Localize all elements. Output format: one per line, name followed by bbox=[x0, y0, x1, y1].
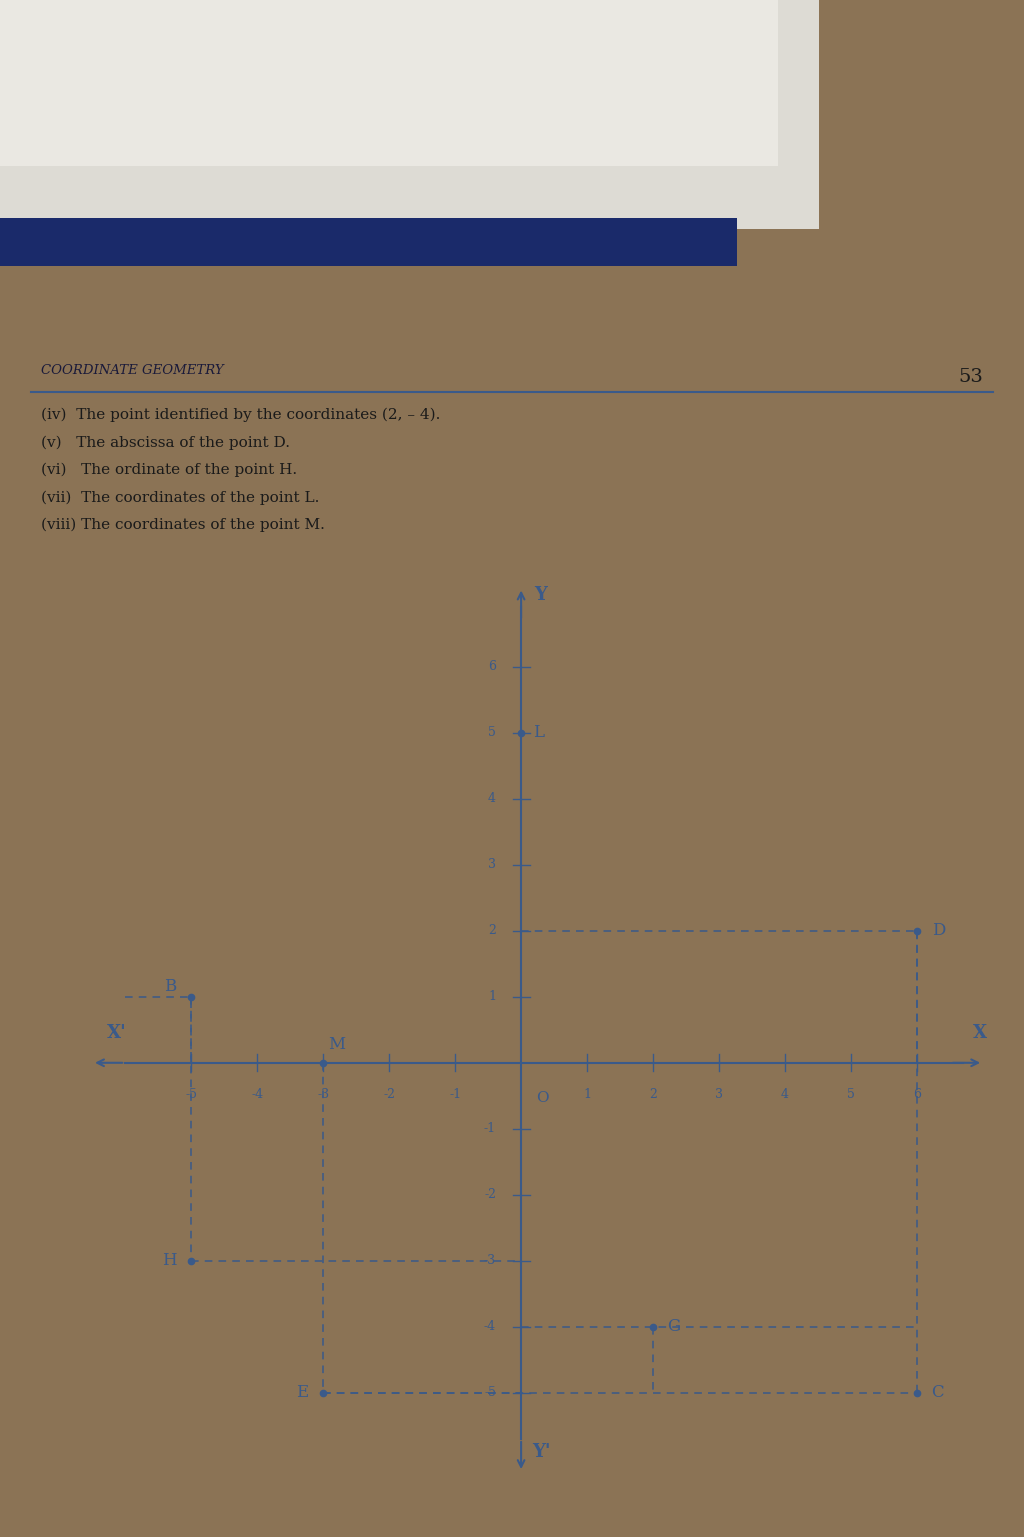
Text: -2: -2 bbox=[484, 1188, 496, 1202]
Text: Y: Y bbox=[535, 586, 548, 604]
Text: -3: -3 bbox=[317, 1088, 329, 1100]
Text: 4: 4 bbox=[488, 792, 496, 805]
Text: (v)   The abscissa of the point D.: (v) The abscissa of the point D. bbox=[41, 435, 290, 450]
Text: B: B bbox=[165, 979, 176, 996]
Text: G: G bbox=[668, 1319, 681, 1336]
Text: 2: 2 bbox=[488, 924, 496, 938]
Text: X': X' bbox=[108, 1024, 127, 1042]
Text: COORDINATE GEOMETRY: COORDINATE GEOMETRY bbox=[41, 364, 223, 377]
Text: 1: 1 bbox=[488, 990, 496, 1004]
Text: (vi)   The ordinate of the point H.: (vi) The ordinate of the point H. bbox=[41, 463, 297, 476]
Text: C: C bbox=[932, 1385, 944, 1402]
Text: Y': Y' bbox=[531, 1443, 550, 1462]
Text: 4: 4 bbox=[781, 1088, 790, 1100]
Text: L: L bbox=[532, 724, 544, 741]
Text: E: E bbox=[296, 1385, 308, 1402]
Text: 5: 5 bbox=[847, 1088, 855, 1100]
Text: -1: -1 bbox=[450, 1088, 461, 1100]
Text: D: D bbox=[932, 922, 945, 939]
Text: 1: 1 bbox=[583, 1088, 591, 1100]
Text: (viii) The coordinates of the point M.: (viii) The coordinates of the point M. bbox=[41, 518, 325, 532]
Text: M: M bbox=[329, 1036, 345, 1053]
Bar bbox=[0, 218, 737, 266]
Text: 6: 6 bbox=[488, 661, 496, 673]
Bar bbox=[0, 0, 778, 166]
Text: 6: 6 bbox=[913, 1088, 921, 1100]
Text: -4: -4 bbox=[484, 1320, 496, 1333]
Text: (iv)  The point identified by the coordinates (2, – 4).: (iv) The point identified by the coordin… bbox=[41, 407, 440, 423]
Text: 2: 2 bbox=[649, 1088, 657, 1100]
Text: O: O bbox=[536, 1091, 549, 1105]
Text: -3: -3 bbox=[484, 1254, 496, 1268]
Text: -1: -1 bbox=[484, 1122, 496, 1136]
Text: 3: 3 bbox=[488, 858, 496, 871]
Text: -5: -5 bbox=[484, 1386, 496, 1399]
Text: 5: 5 bbox=[488, 727, 496, 739]
Text: X: X bbox=[973, 1024, 987, 1042]
Text: 3: 3 bbox=[715, 1088, 723, 1100]
Text: 53: 53 bbox=[958, 367, 983, 386]
Bar bbox=[0, 0, 819, 229]
Text: -5: -5 bbox=[185, 1088, 198, 1100]
Text: -2: -2 bbox=[383, 1088, 395, 1100]
Text: -4: -4 bbox=[251, 1088, 263, 1100]
Text: (vii)  The coordinates of the point L.: (vii) The coordinates of the point L. bbox=[41, 490, 319, 504]
Text: H: H bbox=[162, 1253, 176, 1270]
